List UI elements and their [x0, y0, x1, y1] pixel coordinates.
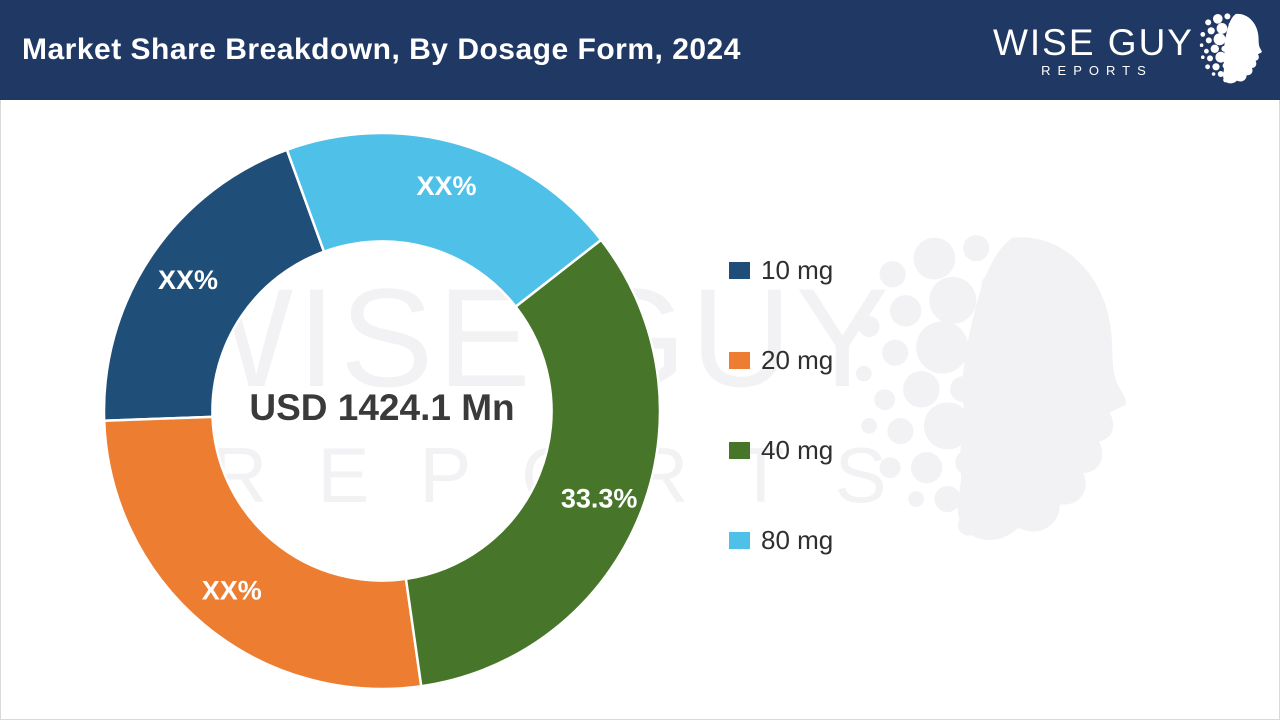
- legend-label-40mg: 40 mg: [761, 435, 834, 465]
- brand-text: WISE GUY REPORTS: [993, 24, 1194, 77]
- segment-label-80mg: XX%: [416, 171, 476, 201]
- legend-swatch-80mg: [729, 531, 750, 549]
- legend-item-10mg: 10 mg: [729, 253, 833, 287]
- donut-segment-20mg: [102, 415, 423, 691]
- donut-chart: XX% XX% 33.3% XX%: [102, 131, 662, 691]
- segment-label-10mg: XX%: [158, 265, 218, 295]
- legend-label-10mg: 10 mg: [761, 255, 834, 285]
- brand-face-icon: [1199, 13, 1262, 84]
- donut-segment-40mg: [404, 238, 662, 688]
- legend-item-80mg: 80 mg: [729, 523, 833, 557]
- page-title: Market Share Breakdown, By Dosage Form, …: [22, 33, 741, 66]
- segment-label-20mg: XX%: [202, 575, 262, 605]
- brand-subtitle: REPORTS: [1041, 62, 1153, 78]
- legend-swatch-40mg: [729, 441, 750, 459]
- chart-canvas: WISE GUY REPORTS XX%XX%33.3%XX% USD 1424…: [0, 100, 1280, 720]
- legend: 10 mg 20 mg 40 mg 80 mg: [729, 253, 833, 613]
- segment-label-40mg: 33.3%: [561, 483, 638, 513]
- donut-segment-80mg: [285, 131, 603, 308]
- header-bar: Market Share Breakdown, By Dosage Form, …: [0, 0, 1280, 100]
- donut-center-value: USD 1424.1 Mn: [249, 387, 515, 428]
- legend-label-20mg: 20 mg: [761, 345, 834, 375]
- brand-name: WISE GUY: [992, 21, 1194, 63]
- legend-swatch-10mg: [729, 261, 750, 279]
- legend-label-80mg: 80 mg: [761, 525, 834, 555]
- donut-segment-10mg: [102, 148, 326, 422]
- legend-item-20mg: 20 mg: [729, 343, 833, 377]
- brand-logo: WISE GUY REPORTS: [993, 10, 1280, 90]
- legend-swatch-20mg: [729, 351, 750, 369]
- legend-item-40mg: 40 mg: [729, 433, 833, 467]
